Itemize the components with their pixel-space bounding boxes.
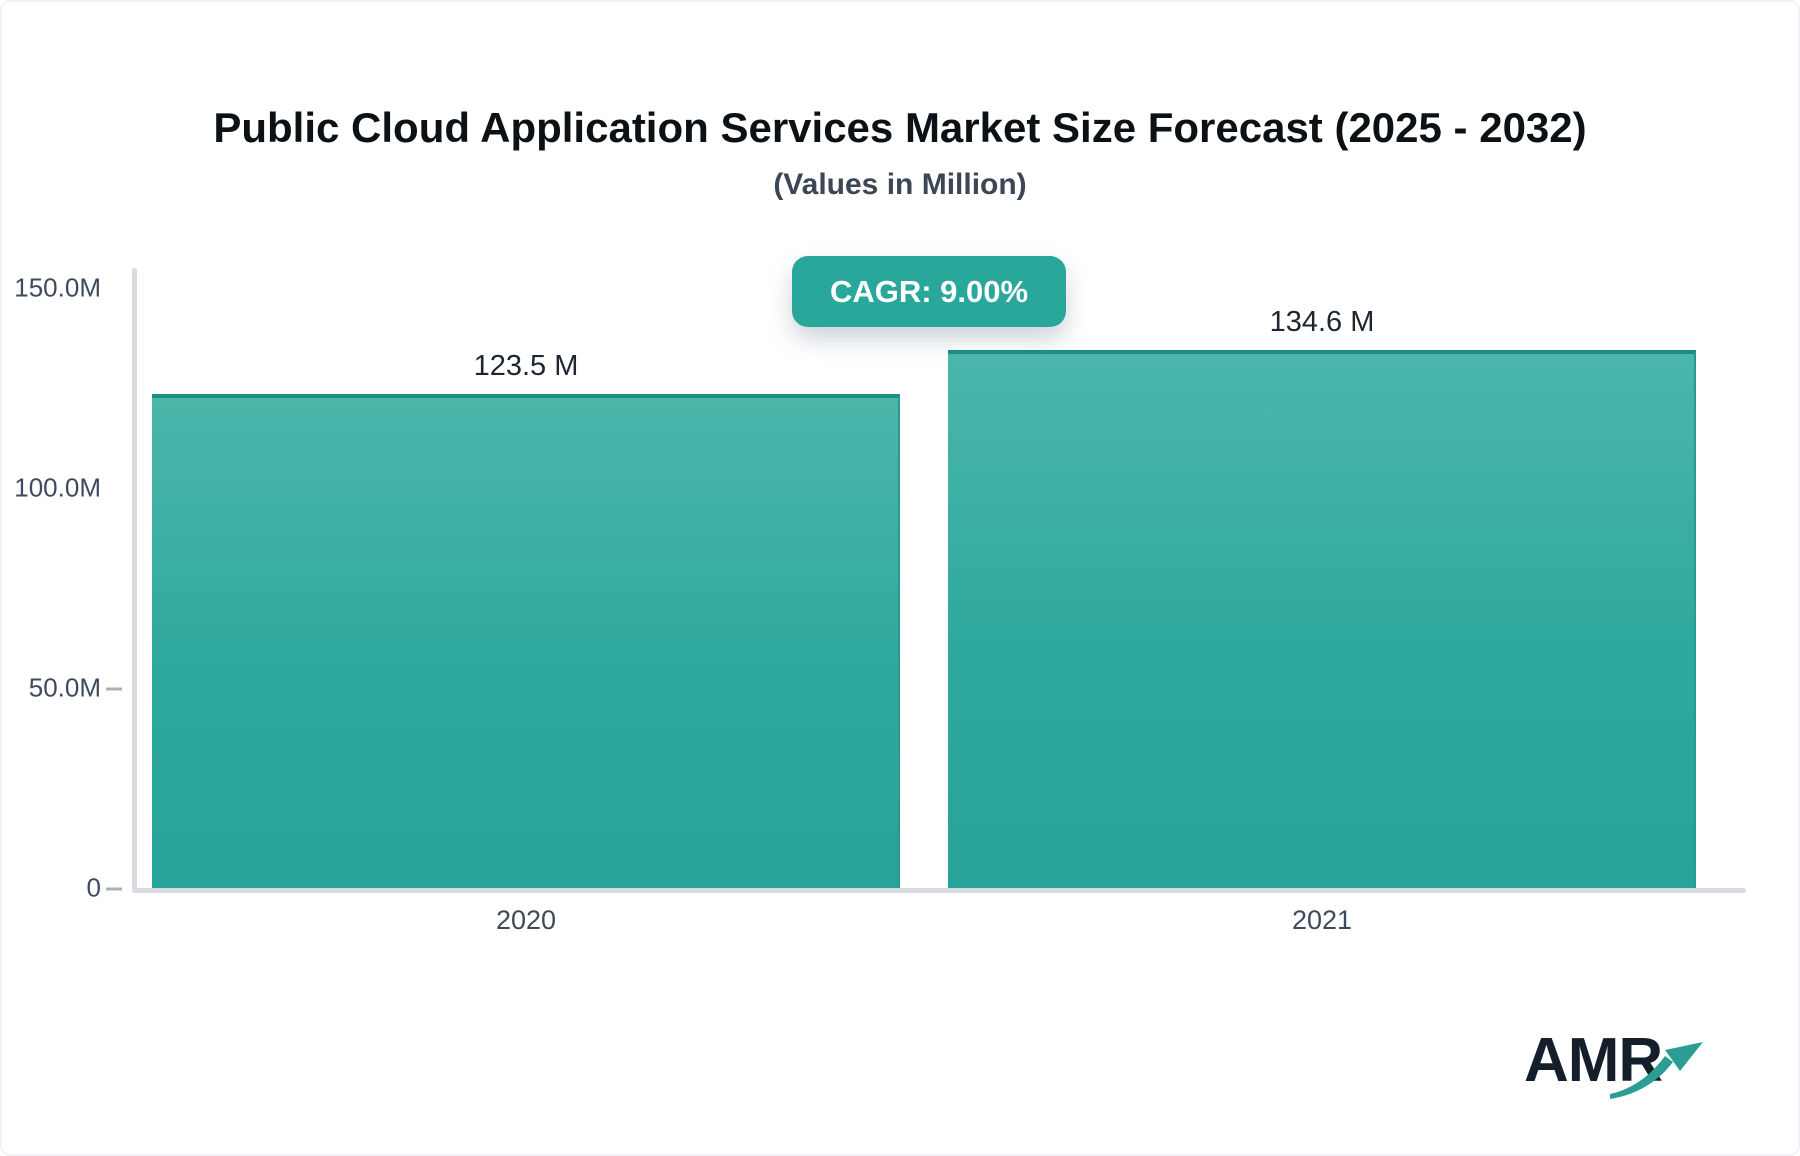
cagr-badge-label: CAGR: 9.00% — [829, 273, 1029, 309]
y-tick-label: 100.0M — [14, 472, 101, 503]
cagr-badge: CAGR: 9.00% — [792, 256, 1066, 327]
y-tick-mark — [106, 687, 122, 690]
bar-2020[interactable] — [152, 394, 900, 888]
bar-value-label: 134.6 M — [1269, 305, 1375, 338]
growth-arrow-icon — [1610, 1042, 1703, 1099]
x-category-label: 2020 — [495, 905, 557, 935]
y-tick-label: 0 — [86, 872, 101, 903]
chart-subtitle: (Values in Million) — [773, 168, 1027, 201]
y-axis-line — [132, 268, 137, 890]
y-tick-label: 50.0M — [28, 672, 101, 703]
bar-2021[interactable] — [948, 349, 1696, 888]
amr-logo: AMR — [1524, 1030, 1724, 1125]
x-axis-line — [132, 888, 1746, 893]
x-category-label: 2021 — [1291, 905, 1353, 935]
bar-value-label: 123.5 M — [473, 350, 579, 382]
chart-title: Public Cloud Application Services Market… — [213, 104, 1587, 151]
y-tick-label: 150.0M — [14, 272, 101, 303]
y-tick-mark — [106, 887, 122, 890]
